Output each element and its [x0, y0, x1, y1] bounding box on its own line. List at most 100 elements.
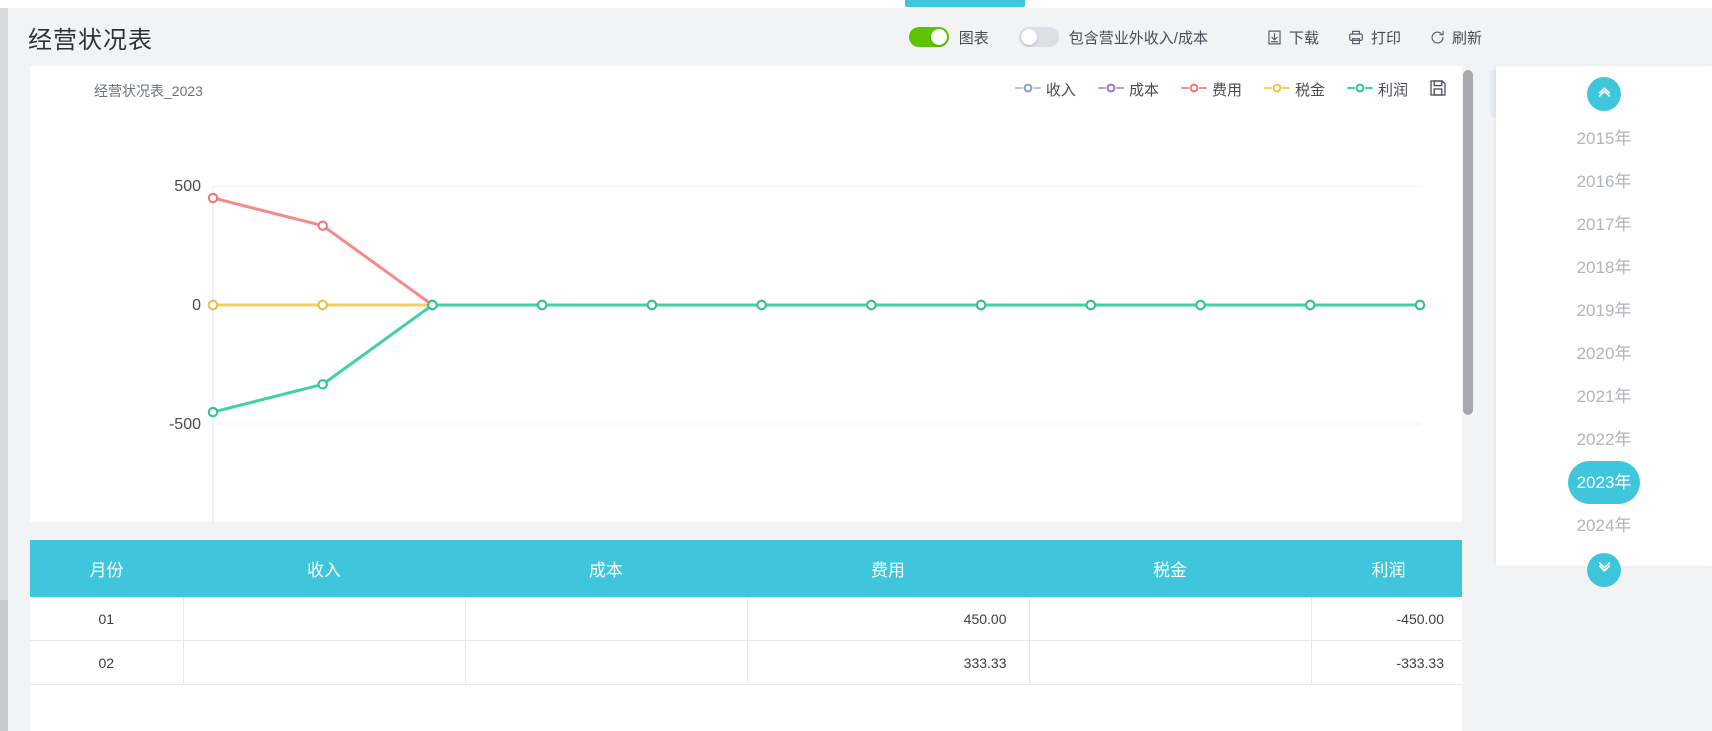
download-icon	[1266, 29, 1283, 46]
legend-label: 收入	[1045, 82, 1076, 99]
header-actions: 图表 包含营业外收入/成本 下载	[908, 27, 1496, 48]
legend-marker-icon	[1014, 81, 1041, 99]
legend-label: 税金	[1294, 82, 1325, 99]
year-scroll-down-button[interactable]	[1587, 553, 1621, 587]
data-point[interactable]	[1305, 299, 1316, 311]
chevron-up-icon	[1595, 82, 1614, 106]
y-tick-label: 500	[174, 178, 201, 195]
table-cell-month: 01	[30, 597, 184, 641]
data-point[interactable]	[975, 299, 987, 311]
chart-card: 经营状况表_2023 收入 成本 费用 税金 利润 5000-500-1,0000102…	[30, 66, 1466, 522]
data-point[interactable]	[317, 220, 328, 231]
table-header-row: 月份 收入 成本 费用 税金 利润	[30, 540, 1466, 597]
legend-item-费用[interactable]: 费用	[1180, 79, 1242, 100]
year-item-2019年[interactable]: 2019年	[1576, 301, 1632, 320]
table-cell-month: 02	[30, 640, 184, 685]
series-line-利润	[211, 303, 1422, 414]
year-item-2021年[interactable]: 2021年	[1576, 387, 1632, 406]
non-operating-toggle-knob	[1020, 29, 1037, 45]
print-button[interactable]: 打印	[1347, 27, 1401, 48]
data-point[interactable]	[427, 299, 438, 311]
legend-marker-icon	[1346, 81, 1373, 99]
non-operating-toggle-group: 包含营业外收入/成本	[1018, 27, 1208, 48]
data-point[interactable]	[756, 299, 767, 311]
table-cell-income	[183, 640, 466, 685]
series-line-费用	[211, 196, 1422, 307]
table-cell-expense: 450.00	[747, 597, 1030, 641]
refresh-label: 刷新	[1451, 29, 1482, 47]
table-column-header: 费用	[747, 540, 1029, 597]
data-point[interactable]	[207, 299, 219, 311]
table-head: 月份 收入 成本 费用 税金 利润	[30, 540, 1466, 597]
legend-item-收入[interactable]: 收入	[1014, 79, 1076, 100]
table-column-header: 利润	[1311, 540, 1466, 597]
non-operating-toggle[interactable]	[1018, 27, 1059, 47]
page-scrollbar-thumb[interactable]	[1463, 70, 1473, 415]
legend-marker-icon	[1180, 81, 1207, 99]
refresh-button[interactable]: 刷新	[1429, 27, 1482, 48]
table-cell-tax	[1029, 640, 1312, 685]
year-item-2020年[interactable]: 2020年	[1576, 344, 1632, 363]
refresh-icon	[1429, 29, 1446, 46]
data-table: 月份 收入 成本 费用 税金 利润 01 450.00 -450.00 02 333.33 -333…	[30, 540, 1466, 685]
legend-item-成本[interactable]: 成本	[1097, 79, 1159, 100]
chart-subtitle: 经营状况表_2023	[94, 83, 203, 99]
data-point[interactable]	[207, 192, 219, 204]
year-scroll-up-button[interactable]	[1587, 77, 1621, 111]
table-column-header: 税金	[1029, 540, 1311, 597]
table-body: 01 450.00 -450.00 02 333.33 -333.33	[30, 597, 1466, 685]
chevron-down-icon	[1595, 558, 1614, 582]
data-point[interactable]	[1085, 299, 1097, 311]
page-title: 经营状况表	[28, 26, 153, 54]
print-label: 打印	[1370, 29, 1401, 47]
table-column-header: 成本	[465, 540, 747, 597]
table-cell-income	[183, 597, 466, 641]
data-point[interactable]	[1414, 299, 1426, 311]
print-icon	[1347, 29, 1365, 46]
table-row[interactable]: 02 333.33 -333.33	[30, 640, 1466, 685]
table-cell-cost	[465, 597, 748, 641]
year-item-2022年[interactable]: 2022年	[1576, 430, 1632, 449]
legend-item-利润[interactable]: 利润	[1346, 79, 1408, 100]
year-item-2024年[interactable]: 2024年	[1576, 516, 1632, 535]
table-cell-profit: -450.00	[1311, 597, 1466, 641]
legend-label: 费用	[1211, 82, 1242, 99]
chart-legend: 收入 成本 费用 税金 利润	[1014, 79, 1408, 100]
data-point[interactable]	[207, 406, 219, 418]
active-tab-accent	[905, 0, 1025, 7]
table-cell-cost	[465, 640, 748, 685]
data-point[interactable]	[317, 379, 328, 390]
chart-toggle-group: 图表	[908, 27, 989, 48]
year-item-2017年[interactable]: 2017年	[1576, 215, 1632, 234]
table-row[interactable]: 01 450.00 -450.00	[30, 597, 1466, 641]
left-rail	[0, 8, 8, 731]
save-icon[interactable]	[1428, 78, 1448, 103]
non-operating-toggle-label: 包含营业外收入/成本	[1068, 29, 1208, 47]
chart-toggle-knob	[930, 29, 947, 45]
data-table-wrap: 月份 收入 成本 费用 税金 利润 01 450.00 -450.00 02 333.33 -333…	[30, 540, 1466, 731]
table-column-header: 收入	[183, 540, 465, 597]
chart-toggle[interactable]	[908, 27, 949, 47]
year-item-2015年[interactable]: 2015年	[1576, 129, 1632, 148]
year-item-2023年[interactable]: 2023年	[1568, 461, 1640, 504]
table-cell-expense: 333.33	[747, 640, 1030, 685]
table-cell-tax	[1029, 597, 1312, 641]
year-item-2018年[interactable]: 2018年	[1576, 258, 1632, 277]
download-label: 下载	[1288, 29, 1319, 47]
data-point[interactable]	[536, 299, 548, 311]
left-rail-lower	[0, 600, 8, 731]
y-tick-label: -500	[169, 416, 201, 433]
legend-item-税金[interactable]: 税金	[1263, 79, 1325, 100]
year-list: 2015年 2016年 2017年 2018年 2019年 2020年 2021年 2022年…	[1496, 117, 1712, 547]
data-point[interactable]	[646, 299, 658, 311]
page-header: 经营状况表 图表 包含营业外收入/成本 下载	[8, 8, 1496, 66]
data-point[interactable]	[317, 299, 328, 311]
legend-marker-icon	[1263, 81, 1290, 99]
data-point[interactable]	[866, 299, 877, 311]
legend-label: 成本	[1128, 82, 1159, 99]
download-button[interactable]: 下载	[1266, 27, 1319, 48]
year-panel: 2015年 2016年 2017年 2018年 2019年 2020年 2021年 2022年…	[1496, 66, 1712, 587]
year-item-2016年[interactable]: 2016年	[1576, 172, 1632, 191]
data-point[interactable]	[1195, 299, 1206, 311]
